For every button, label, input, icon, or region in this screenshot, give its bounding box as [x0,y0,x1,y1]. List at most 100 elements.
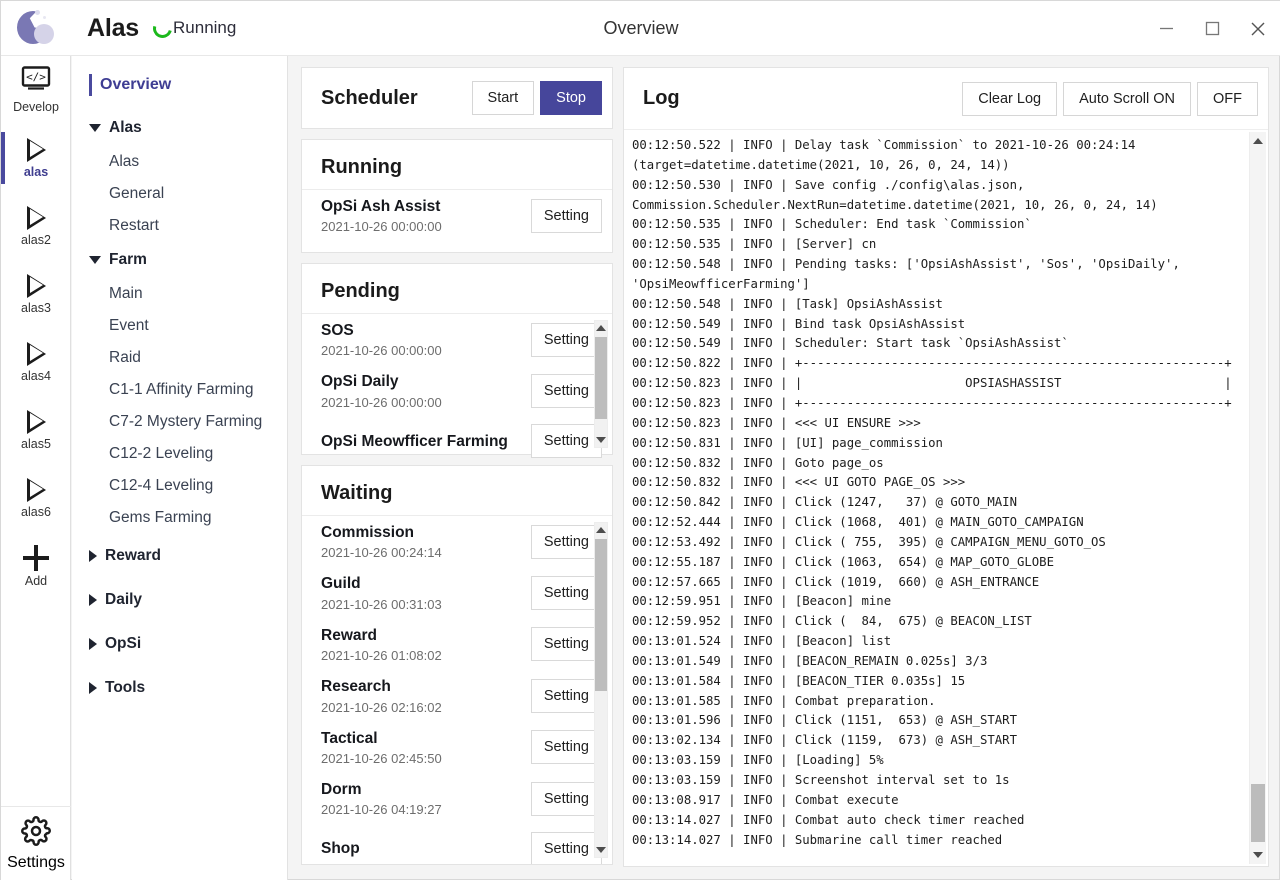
setting-button[interactable]: Setting [530,678,602,713]
running-body: OpSi Ash Assist 2021-10-26 00:00:00 Sett… [302,190,612,252]
rail-item-alas[interactable]: alas [1,124,71,192]
rail-item-alas5[interactable]: alas5 [1,396,71,464]
setting-button[interactable]: Setting [530,524,602,559]
sidebar-item-restart[interactable]: Restart [109,217,159,234]
sidebar-group-opsi[interactable]: OpSi [72,622,287,666]
app-name: Alas [87,13,140,42]
log-line: 00:12:50.842 | INFO | Click (1247, 37) @… [632,495,1017,510]
sidebar-group-alas[interactable]: Alas [72,110,287,146]
scroll-thumb[interactable] [1251,784,1265,842]
pending-body: SOS 2021-10-26 00:00:00 Setting OpSi Dai… [302,314,612,459]
chevron-right-icon [89,682,97,694]
setting-button[interactable]: Setting [530,730,602,765]
rail-item-develop[interactable]: </> Develop [1,56,71,124]
log-line: 00:12:50.535 | INFO | [Server] cn [632,237,877,252]
spinner-icon [149,15,176,41]
log-line: 00:12:50.549 | INFO | Scheduler: Start t… [632,336,1069,351]
sidebar-group-label: Alas [109,119,142,136]
log-header: Log Clear Log Auto Scroll ON OFF [624,68,1268,130]
setting-button[interactable]: Setting [530,198,602,233]
setting-button[interactable]: Setting [530,781,602,816]
sidebar-item-gems-farming[interactable]: Gems Farming [109,509,212,526]
setting-button[interactable]: Setting [530,831,602,864]
sidebar-item-main[interactable]: Main [109,285,143,302]
list-item: SOS 2021-10-26 00:00:00 Setting [302,314,612,365]
sidebar-item-c122-leveling[interactable]: C12-2 Leveling [109,445,214,462]
sidebar-item-alas[interactable]: Alas [109,153,140,170]
minimize-icon[interactable] [1143,1,1189,56]
log-line: 00:13:01.549 | INFO | [BEACON_REMAIN 0.0… [632,653,988,668]
setting-button[interactable]: Setting [530,322,602,357]
sidebar-item-c11-affinity-farming[interactable]: C1-1 Affinity Farming [109,381,254,398]
sidebar-item-overview[interactable]: Overview [72,70,287,100]
sidebar-item-event[interactable]: Event [109,317,149,334]
sidebar-group-daily[interactable]: Daily [72,578,287,622]
log-line: 00:13:14.027 | INFO | Combat auto check … [632,812,1025,827]
sidebar-group-tools[interactable]: Tools [72,666,287,710]
scroll-up-icon[interactable] [595,321,607,335]
status-label: Running [173,18,237,37]
maximize-icon[interactable] [1189,1,1235,56]
setting-button[interactable]: Setting [530,374,602,409]
play-icon [26,205,46,230]
rail-item-settings[interactable]: Settings [1,806,71,880]
sidebar-item-general[interactable]: General [109,185,165,202]
scroll-up-icon[interactable] [1250,133,1266,149]
sidebar-item-c124-leveling[interactable]: C12-4 Leveling [109,477,214,494]
setting-button[interactable]: Setting [530,424,602,459]
sidebar-item-c72-mystery-farming[interactable]: C7-2 Mystery Farming [109,413,263,430]
run-status: Running [149,15,237,41]
setting-button[interactable]: Setting [530,576,602,611]
play-icon [26,137,46,162]
waiting-scrollbar[interactable] [594,522,608,858]
log-scrollbar[interactable] [1249,132,1266,864]
scheduler-title: Scheduler [321,86,418,109]
log-line: 00:13:03.159 | INFO | [Loading] 5% [632,753,884,768]
log-line: 00:12:50.823 | INFO | <<< UI ENSURE >>> [632,415,921,430]
rail-item-label: Add [24,573,48,588]
rail-item-alas3[interactable]: alas3 [1,260,71,328]
log-line: 00:12:50.548 | INFO | Pending tasks: ['O… [632,257,1188,291]
scroll-down-icon[interactable] [1250,847,1266,863]
start-button[interactable]: Start [471,81,535,115]
setting-button[interactable]: Setting [530,627,602,662]
task-name: OpSi Daily [321,373,399,391]
sidebar-group-label: OpSi [105,635,142,652]
log-line: 00:13:02.134 | INFO | Click (1159, 673) … [632,733,1017,748]
rail-item-alas2[interactable]: alas2 [1,192,71,260]
scroll-down-icon[interactable] [595,433,607,447]
pending-scrollbar[interactable] [594,320,608,448]
sidebar-group-reward[interactable]: Reward [72,534,287,578]
list-item: Commission 2021-10-26 00:24:14 Setting [302,516,612,567]
running-card: Running OpSi Ash Assist 2021-10-26 00:00… [301,139,613,253]
rail-item-label: alas3 [21,300,51,315]
sidebar-group-label: Farm [109,251,147,268]
list-item: Research 2021-10-26 02:16:02 Setting [302,670,612,721]
pending-task-list: SOS 2021-10-26 00:00:00 Setting OpSi Dai… [302,314,612,466]
task-name: Commission [321,524,415,541]
scroll-down-icon[interactable] [595,843,607,857]
close-icon[interactable] [1235,1,1280,56]
task-name: OpSi Ash Assist [321,198,441,215]
rail-item-add[interactable]: Add [1,532,71,600]
scheduler-column: Scheduler Start Stop Running OpSi Ash As… [301,67,613,875]
log-line: 00:12:53.492 | INFO | Click ( 755, 395) … [632,534,1106,549]
log-panel: Log Clear Log Auto Scroll ON OFF 00:12:5… [623,67,1269,867]
log-body[interactable]: 00:12:50.522 | INFO | Delay task `Commis… [624,130,1268,866]
rail-item-alas6[interactable]: alas6 [1,464,71,532]
auto-scroll-off-button[interactable]: OFF [1197,81,1258,116]
log-line: 00:12:59.952 | INFO | Click ( 84, 675) @… [632,614,1032,629]
log-line: 00:12:50.548 | INFO | [Task] OpsiAshAssi… [632,296,943,311]
auto-scroll-on-button[interactable]: Auto Scroll ON [1063,81,1191,116]
log-line: 00:12:50.823 | INFO | | OPSIASHASSIST | [632,376,1232,391]
sidebar-group-farm[interactable]: Farm [72,242,287,278]
sidebar-item-raid[interactable]: Raid [109,349,141,366]
rail-item-alas4[interactable]: alas4 [1,328,71,396]
log-line: 00:13:14.027 | INFO | Submarine call tim… [632,832,1003,847]
clear-log-button[interactable]: Clear Log [962,81,1058,116]
task-time: 2021-10-26 00:31:03 [321,596,442,612]
log-line: 00:12:50.822 | INFO | +-----------------… [632,356,1232,371]
scroll-up-icon[interactable] [595,523,607,537]
plus-icon [23,544,49,571]
stop-button[interactable]: Stop [540,81,602,115]
